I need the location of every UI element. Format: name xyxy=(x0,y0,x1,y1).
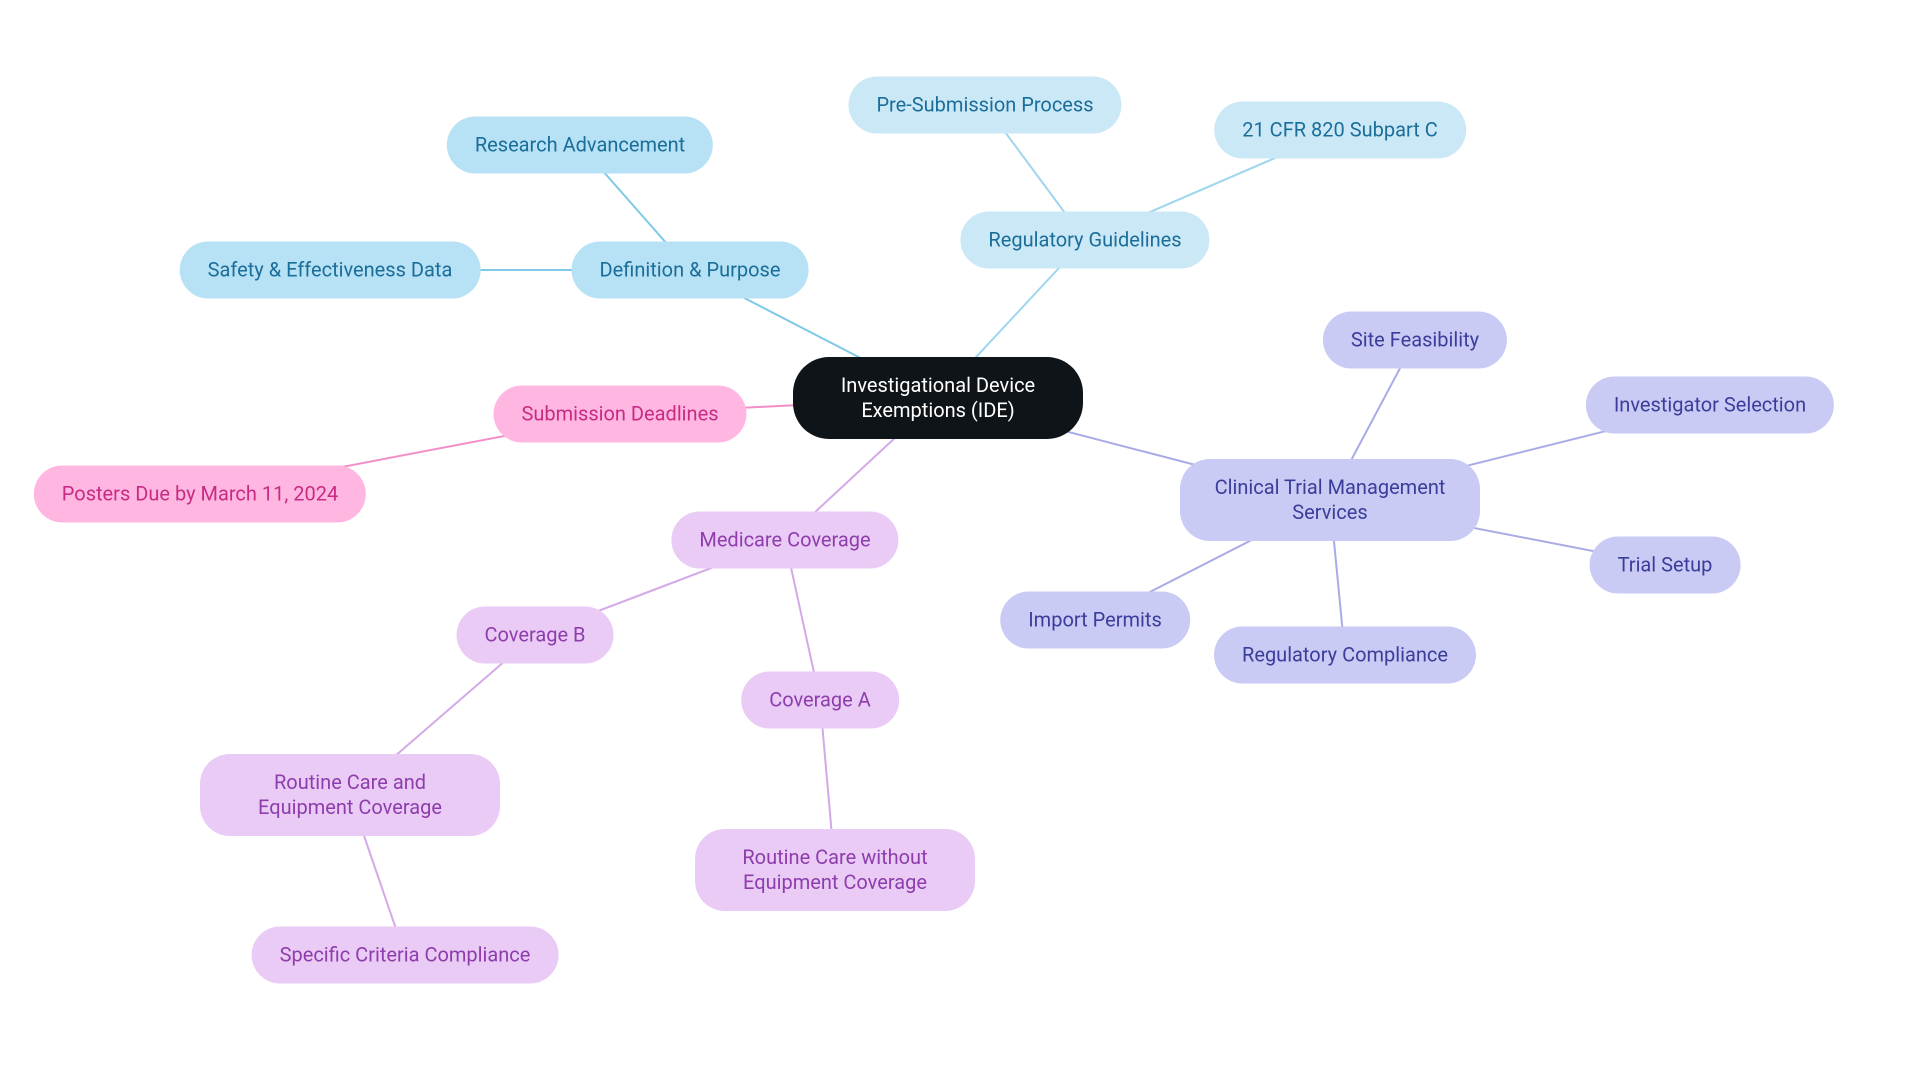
node-coverage-b-child1: Routine Care and Equipment Coverage xyxy=(200,754,500,836)
node-safety-effectiveness: Safety & Effectiveness Data xyxy=(180,242,481,299)
node-site-feasibility: Site Feasibility xyxy=(1323,312,1507,369)
node-coverage-b-child2: Specific Criteria Compliance xyxy=(252,927,559,984)
node-coverage-a: Coverage A xyxy=(741,672,899,729)
node-investigator-selection: Investigator Selection xyxy=(1586,377,1834,434)
node-regulatory-guidelines: Regulatory Guidelines xyxy=(960,212,1209,269)
mindmap-canvas: Investigational Device Exemptions (IDE) … xyxy=(0,0,1920,1083)
node-submission-deadlines: Submission Deadlines xyxy=(493,386,746,443)
node-definition-purpose: Definition & Purpose xyxy=(572,242,809,299)
node-pre-submission: Pre-Submission Process xyxy=(848,77,1121,134)
node-coverage-b: Coverage B xyxy=(457,607,614,664)
node-trial-setup: Trial Setup xyxy=(1590,537,1741,594)
node-medicare-coverage: Medicare Coverage xyxy=(671,512,898,569)
node-coverage-a-child: Routine Care without Equipment Coverage xyxy=(695,829,975,911)
node-posters-due: Posters Due by March 11, 2024 xyxy=(34,466,366,523)
node-research-advancement: Research Advancement xyxy=(447,117,713,174)
node-root: Investigational Device Exemptions (IDE) xyxy=(793,357,1083,439)
node-regulatory-compliance: Regulatory Compliance xyxy=(1214,627,1476,684)
node-ctms: Clinical Trial Management Services xyxy=(1180,459,1480,541)
node-cfr: 21 CFR 820 Subpart C xyxy=(1214,102,1466,159)
node-import-permits: Import Permits xyxy=(1000,592,1190,649)
